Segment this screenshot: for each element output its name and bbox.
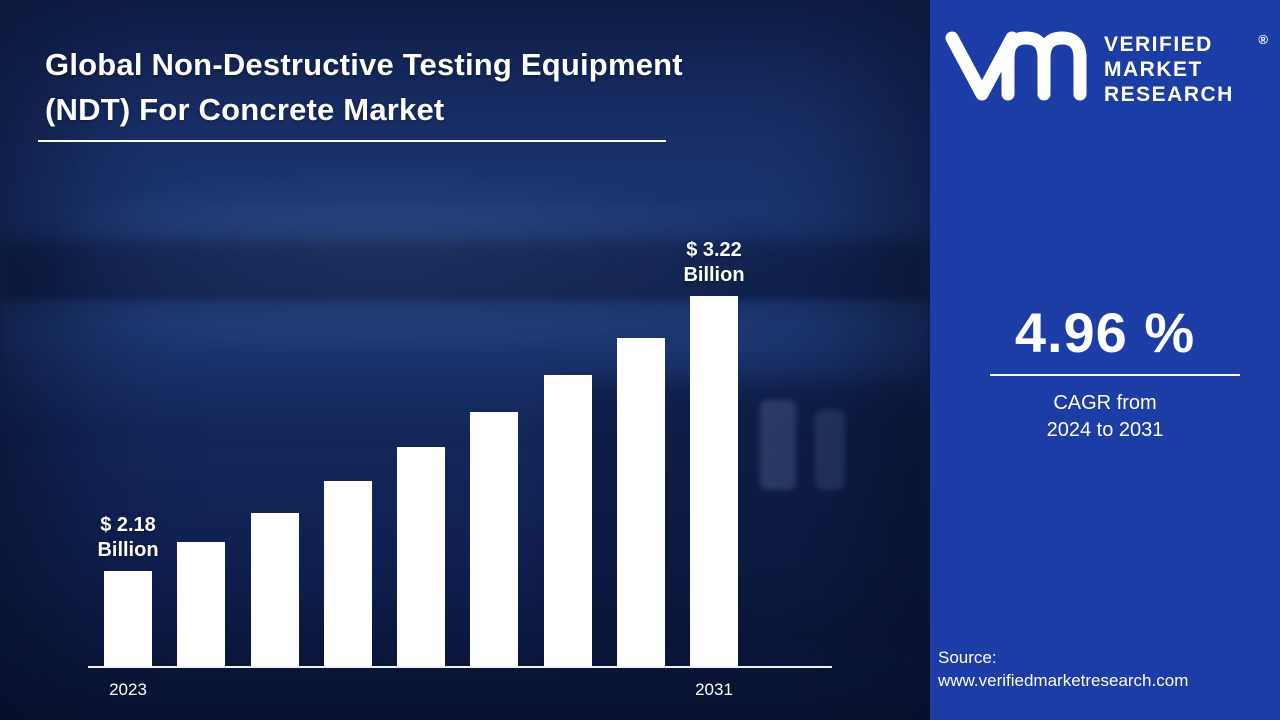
source-block: Source: www.verifiedmarketresearch.com bbox=[938, 646, 1188, 692]
x-axis-line bbox=[88, 666, 832, 668]
registered-trademark-symbol: ® bbox=[1258, 32, 1268, 47]
bar-chart: $ 2.18 Billion $ 3.22 Billion 2023 2031 bbox=[88, 230, 832, 699]
x-tick-2023: 2023 bbox=[109, 680, 147, 699]
background-skyline bbox=[0, 240, 930, 315]
value-label-last: $ 3.22 Billion bbox=[683, 239, 745, 286]
page-title-line2: (NDT) For Concrete Market bbox=[45, 92, 445, 127]
bar-2031 bbox=[690, 296, 738, 666]
bar-2030 bbox=[616, 338, 665, 666]
bar-2026 bbox=[323, 481, 372, 666]
bar-2025 bbox=[250, 512, 299, 666]
cagr-caption: CAGR from 2024 to 2031 bbox=[930, 390, 1280, 444]
brand-name-line1: VERIFIED bbox=[1104, 33, 1213, 56]
brand-name: VERIFIED MARKET RESEARCH bbox=[1104, 32, 1234, 107]
page-title: Global Non-Destructive Testing Equipment… bbox=[45, 42, 875, 132]
cagr-caption-line1: CAGR from bbox=[1053, 392, 1157, 414]
bar-2023 bbox=[104, 571, 152, 666]
x-tick-2031: 2031 bbox=[695, 680, 733, 699]
brand-name-line3: RESEARCH bbox=[1104, 83, 1234, 106]
source-label: Source: bbox=[938, 648, 997, 667]
value-label-first: $ 2.18 Billion bbox=[97, 514, 159, 561]
bar-2028 bbox=[470, 412, 519, 666]
bar-2027 bbox=[397, 446, 445, 666]
cagr-value: 4.96 % bbox=[1014, 301, 1196, 364]
background-tower bbox=[815, 410, 845, 490]
source-url: www.verifiedmarketresearch.com bbox=[938, 671, 1189, 690]
title-underline bbox=[38, 140, 666, 142]
brand-name-line2: MARKET bbox=[1104, 58, 1203, 81]
vmr-logo-icon bbox=[945, 31, 1087, 101]
bar-2024 bbox=[177, 541, 226, 666]
background-haze bbox=[60, 160, 780, 350]
brand-header: VERIFIED MARKET RESEARCH bbox=[944, 30, 1264, 107]
page-title-line1: Global Non-Destructive Testing Equipment bbox=[45, 47, 683, 82]
cagr-underline bbox=[990, 374, 1240, 376]
cagr-caption-line2: 2024 to 2031 bbox=[1046, 419, 1164, 441]
background-tower bbox=[760, 400, 796, 490]
bar-2029 bbox=[543, 375, 592, 666]
right-panel: VERIFIED MARKET RESEARCH ® 4.96 % CAGR f… bbox=[930, 0, 1280, 720]
